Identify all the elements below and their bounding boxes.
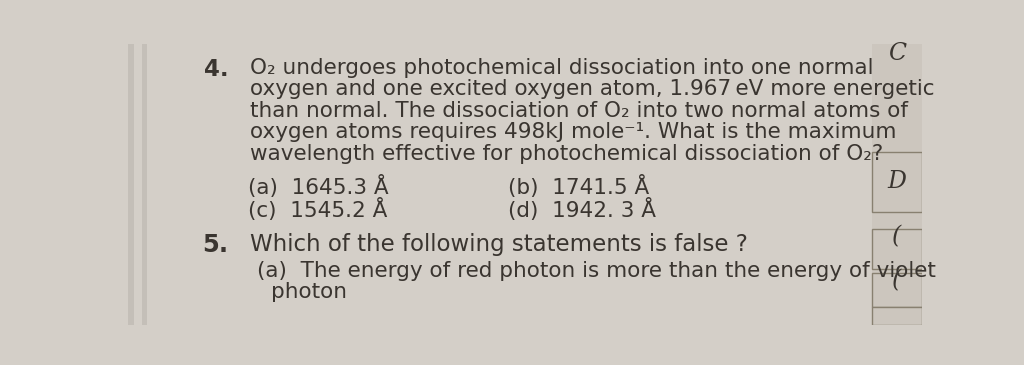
Text: D: D xyxy=(888,170,906,193)
Text: wavelength effective for photochemical dissociation of O₂?: wavelength effective for photochemical d… xyxy=(251,144,884,164)
Text: 4.: 4. xyxy=(204,58,228,81)
Text: (d)  1942. 3 Å: (d) 1942. 3 Å xyxy=(508,198,655,221)
Text: (c)  1545.2 Å: (c) 1545.2 Å xyxy=(248,198,387,221)
Text: (: ( xyxy=(892,225,901,248)
Text: than normal. The dissociation of O₂ into two normal atoms of: than normal. The dissociation of O₂ into… xyxy=(251,101,908,121)
Text: photon: photon xyxy=(271,283,347,303)
Text: O₂ undergoes photochemical dissociation into one normal: O₂ undergoes photochemical dissociation … xyxy=(251,58,873,78)
Text: 5.: 5. xyxy=(203,233,228,257)
Text: (a)  The energy of red photon is more than the energy of violet: (a) The energy of red photon is more tha… xyxy=(257,261,936,281)
Bar xyxy=(142,44,146,325)
Text: oxygen and one excited oxygen atom, 1.967 eV more energetic: oxygen and one excited oxygen atom, 1.96… xyxy=(251,79,935,99)
Bar xyxy=(872,151,922,212)
Bar xyxy=(872,273,922,307)
Text: (a)  1645.3 Å: (a) 1645.3 Å xyxy=(248,175,389,198)
Bar xyxy=(872,44,922,325)
Text: C: C xyxy=(888,42,906,65)
Bar xyxy=(872,228,922,269)
Bar xyxy=(128,44,134,325)
Bar xyxy=(872,307,922,325)
Text: oxygen atoms requires 498kJ mole⁻¹. What is the maximum: oxygen atoms requires 498kJ mole⁻¹. What… xyxy=(251,122,897,142)
Text: Which of the following statements is false ?: Which of the following statements is fal… xyxy=(251,233,749,256)
Text: (: ( xyxy=(892,269,901,292)
Text: (b)  1741.5 Å: (b) 1741.5 Å xyxy=(508,175,649,198)
